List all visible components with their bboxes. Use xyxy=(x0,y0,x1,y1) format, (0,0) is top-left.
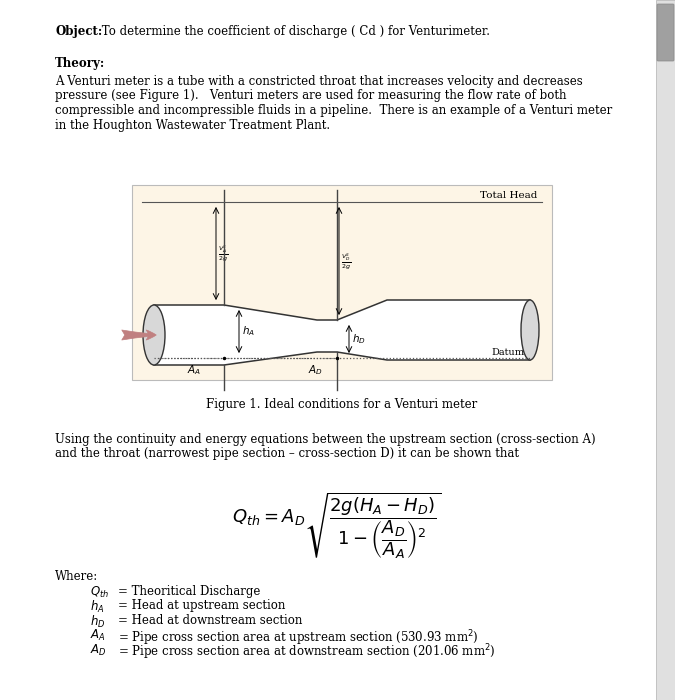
Text: $h_A$: $h_A$ xyxy=(90,599,105,615)
Text: in the Houghton Wastewater Treatment Plant.: in the Houghton Wastewater Treatment Pla… xyxy=(55,118,330,132)
Ellipse shape xyxy=(521,300,539,360)
FancyBboxPatch shape xyxy=(132,185,552,380)
Text: $h_A$: $h_A$ xyxy=(242,325,255,338)
Text: $A_A$: $A_A$ xyxy=(90,628,106,643)
Ellipse shape xyxy=(143,305,165,365)
Text: Object:: Object: xyxy=(55,25,102,38)
Text: = Head at downstream section: = Head at downstream section xyxy=(118,613,302,626)
Text: and the throat (narrowest pipe section – cross-section D) it can be shown that: and the throat (narrowest pipe section –… xyxy=(55,447,519,461)
Text: $Q_{th} = A_D \sqrt{\dfrac{2g(H_A - H_D)}{1 - \left(\dfrac{A_D}{A_A}\right)^2}}$: $Q_{th} = A_D \sqrt{\dfrac{2g(H_A - H_D)… xyxy=(232,490,441,561)
Text: $h_D$: $h_D$ xyxy=(90,613,105,629)
Text: $\frac{V_A^2}{2g}$: $\frac{V_A^2}{2g}$ xyxy=(218,244,228,263)
Text: pressure (see Figure 1).   Venturi meters are used for measuring the flow rate o: pressure (see Figure 1). Venturi meters … xyxy=(55,90,566,102)
Text: Datum: Datum xyxy=(492,348,525,357)
FancyBboxPatch shape xyxy=(657,4,674,61)
FancyBboxPatch shape xyxy=(656,0,675,700)
Polygon shape xyxy=(154,300,530,365)
Text: Theory:: Theory: xyxy=(55,57,105,70)
Text: $h_D$: $h_D$ xyxy=(352,332,366,346)
Text: = Pipe cross section area at upstream section (530.93 mm$^2$): = Pipe cross section area at upstream se… xyxy=(118,628,479,648)
Text: A Venturi meter is a tube with a constricted throat that increases velocity and : A Venturi meter is a tube with a constri… xyxy=(55,75,583,88)
Text: $A_A$: $A_A$ xyxy=(187,363,201,377)
Text: = Pipe cross section area at downstream section (201.06 mm$^2$): = Pipe cross section area at downstream … xyxy=(118,643,495,662)
Text: $A_D$: $A_D$ xyxy=(90,643,107,657)
Text: Figure 1. Ideal conditions for a Venturi meter: Figure 1. Ideal conditions for a Venturi… xyxy=(207,398,478,411)
Text: Where:: Where: xyxy=(55,570,99,583)
Text: $A_D$: $A_D$ xyxy=(308,363,323,377)
Text: = Theoritical Discharge: = Theoritical Discharge xyxy=(118,584,261,598)
Text: To determine the coefficient of discharge ( Cd ) for Venturimeter.: To determine the coefficient of discharg… xyxy=(98,25,490,38)
Text: Total Head: Total Head xyxy=(480,191,537,200)
Text: = Head at upstream section: = Head at upstream section xyxy=(118,599,286,612)
Text: Using the continuity and energy equations between the upstream section (cross-se: Using the continuity and energy equation… xyxy=(55,433,595,446)
Text: compressible and incompressible fluids in a pipeline.  There is an example of a : compressible and incompressible fluids i… xyxy=(55,104,612,117)
Text: $Q_{th}$: $Q_{th}$ xyxy=(90,584,109,600)
Text: $\frac{V_D^2}{2g}$: $\frac{V_D^2}{2g}$ xyxy=(341,251,351,271)
